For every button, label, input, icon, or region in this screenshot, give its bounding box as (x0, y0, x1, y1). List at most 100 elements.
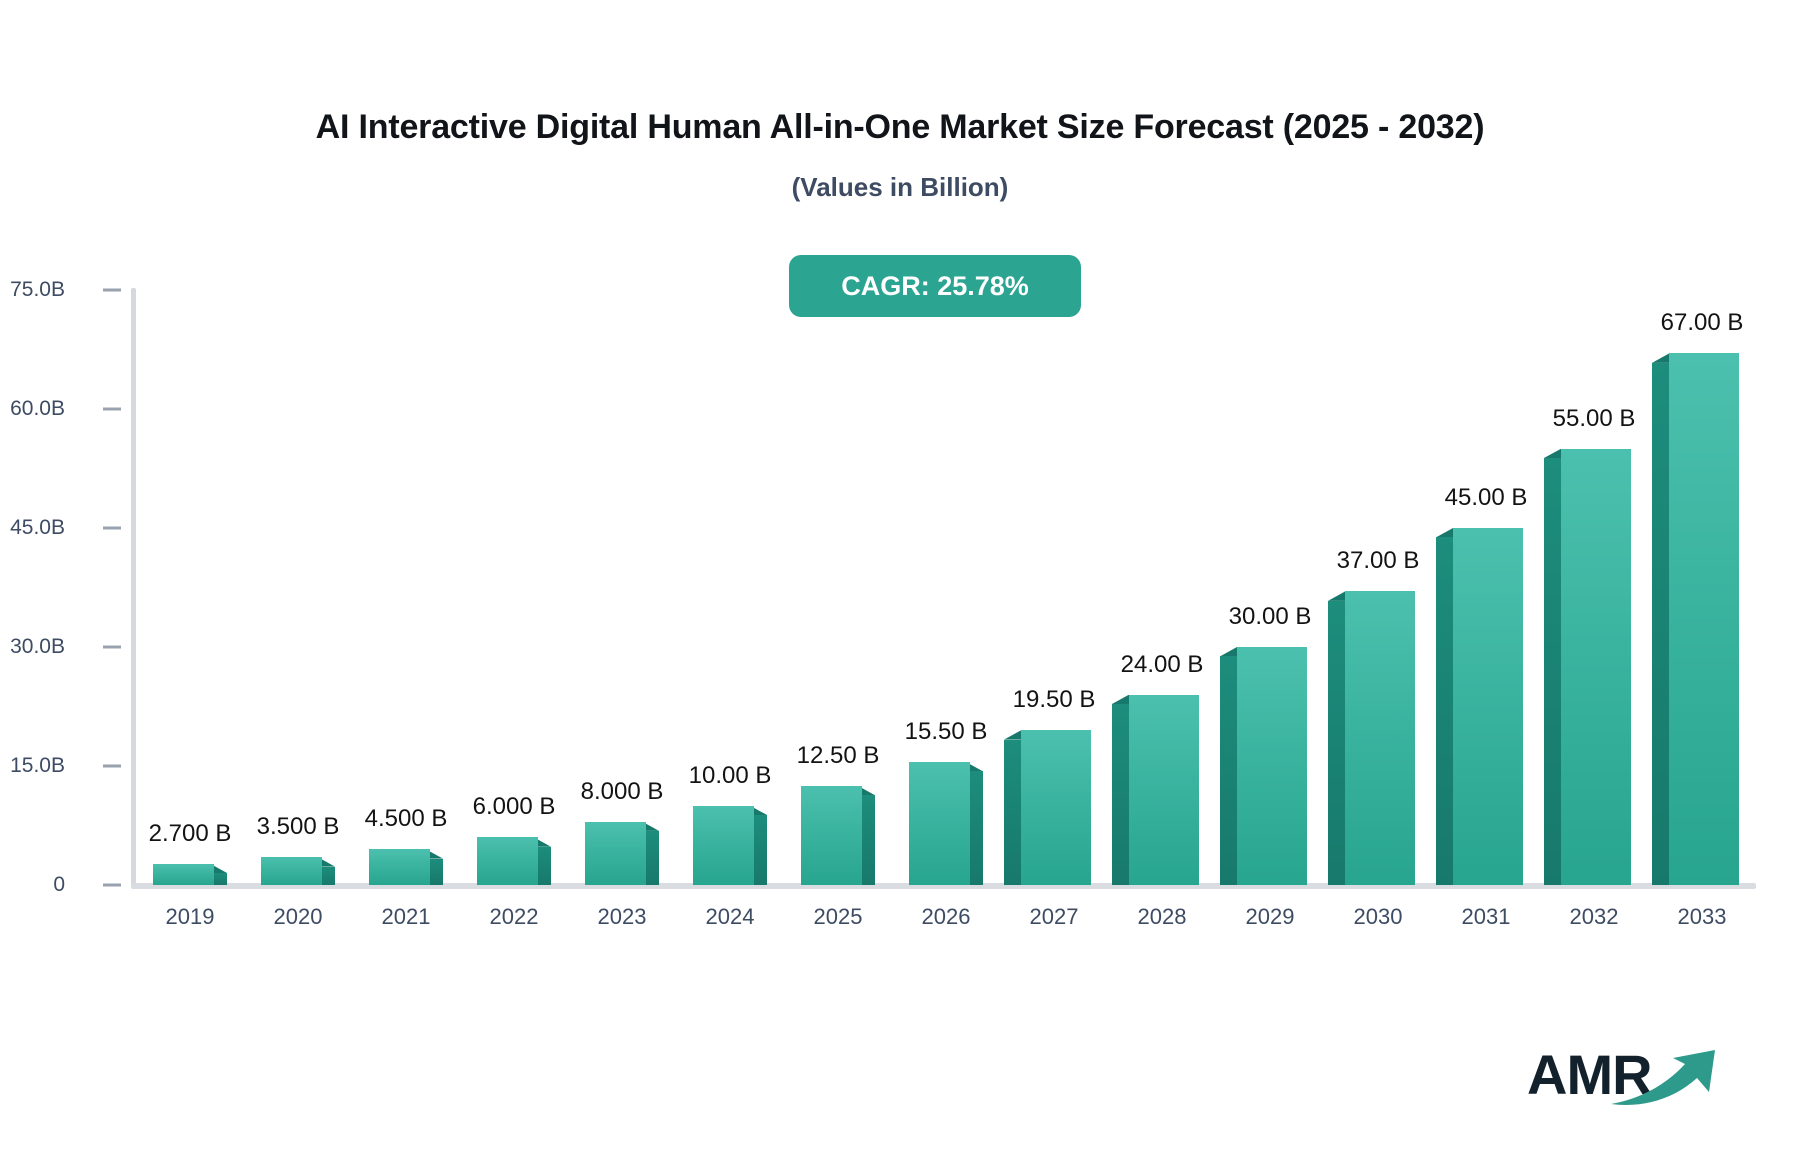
bar-front-face (1453, 528, 1523, 885)
bar-value-label: 3.500 B (256, 813, 340, 841)
bar[interactable] (1220, 647, 1307, 885)
x-axis-tick-label: 2024 (705, 904, 755, 929)
bar[interactable] (1112, 694, 1199, 885)
bar[interactable] (1004, 730, 1091, 885)
bar-top-face (1436, 528, 1453, 538)
page-title: AI Interactive Digital Human All-in-One … (315, 108, 1485, 146)
bar-side-face (210, 872, 227, 885)
bar-top-face (642, 821, 659, 831)
x-axis-tick-label: 2019 (165, 904, 215, 929)
bar-front-face (261, 857, 322, 885)
bar-front-face (1669, 353, 1739, 885)
x-axis-tick-label: 2033 (1677, 904, 1727, 929)
y-axis-tick-label: 30.0B (10, 635, 65, 658)
bar-value-label: 6.000 B (472, 793, 556, 821)
bar[interactable] (1652, 353, 1739, 885)
bar-value-label: 37.00 B (1336, 547, 1420, 575)
bar-value-label: 15.50 B (904, 718, 988, 746)
bar-top-face (318, 857, 335, 867)
y-axis-tick-label: 15.0B (10, 754, 65, 777)
amr-logo-text: AMR (1527, 1043, 1653, 1106)
bar-top-face (1652, 353, 1669, 363)
bar-front-face (1237, 647, 1307, 885)
bar-top-face (750, 805, 767, 816)
bar-value-label: 30.00 B (1228, 603, 1312, 630)
bar-value-label: 24.00 B (1120, 650, 1204, 678)
bar-front-face (369, 849, 430, 885)
bar-side-face (750, 815, 767, 885)
bar-side-face (858, 795, 875, 885)
bar-top-face (210, 863, 227, 873)
bar-side-face (318, 866, 335, 885)
bar-side-face (1436, 537, 1453, 885)
x-axis-tick-label: 2025 (813, 904, 863, 929)
bar-side-face (1112, 703, 1129, 885)
bar-front-face (1561, 448, 1631, 885)
y-axis-tick-label: 75.0B (10, 278, 65, 301)
x-axis-tick-label: 2023 (597, 904, 647, 929)
bar-value-label: 2.700 B (148, 819, 232, 847)
bar[interactable] (153, 863, 227, 885)
bar[interactable] (585, 821, 659, 885)
bar[interactable] (1436, 528, 1523, 885)
bar-side-face (1544, 458, 1561, 885)
bar[interactable] (909, 762, 983, 885)
bar[interactable] (801, 785, 875, 885)
bar-front-face (1129, 694, 1199, 885)
y-axis-tick-mark (103, 526, 121, 530)
y-axis-tick-mark (103, 407, 121, 411)
bar[interactable] (369, 849, 443, 885)
bar-top-face (1112, 694, 1129, 704)
bar-side-face (1004, 739, 1021, 885)
x-axis-tick-label: 2026 (921, 904, 971, 929)
y-axis-tick-label: 45.0B (10, 516, 65, 539)
bar[interactable] (261, 857, 335, 885)
bar-side-face (1652, 362, 1669, 885)
growth-arrow-icon (1611, 1050, 1715, 1105)
x-axis-tick-label: 2032 (1569, 904, 1619, 929)
bar[interactable] (1544, 448, 1631, 885)
bar-front-face (909, 762, 970, 885)
y-axis-tick-mark (103, 883, 121, 887)
bar-side-face (534, 846, 551, 885)
bar[interactable] (477, 837, 551, 885)
chart-subtitle: (Values in Billion) (791, 172, 1009, 202)
x-axis-tick-label: 2020 (273, 904, 323, 929)
y-axis-tick-label: 60.0B (10, 397, 65, 420)
cagr-badge-label: CAGR: 25.78% (841, 270, 1029, 301)
bar-front-face (153, 863, 214, 885)
x-axis-tick-label: 2031 (1461, 904, 1511, 929)
x-axis-tick-label: 2028 (1137, 904, 1187, 929)
bar-value-label: 8.000 B (580, 777, 664, 805)
x-axis-tick-label: 2030 (1353, 904, 1403, 929)
bar-side-face (642, 830, 659, 885)
bar-value-label: 67.00 B (1660, 309, 1744, 337)
y-axis-tick-mark (103, 764, 121, 768)
bar-value-label: 4.500 B (364, 805, 448, 833)
bar-front-face (477, 837, 538, 885)
bar-front-face (1021, 730, 1091, 885)
bar-side-face (966, 771, 983, 885)
x-axis-tick-label: 2021 (381, 904, 431, 929)
x-axis-tick-label: 2029 (1245, 904, 1295, 929)
bar-value-label: 19.50 B (1012, 686, 1096, 714)
x-axis-line (131, 883, 1756, 889)
bar-value-label: 10.00 B (688, 761, 772, 789)
bar-top-face (966, 762, 983, 772)
bar-value-label: 55.00 B (1552, 404, 1636, 432)
bar-side-face (1220, 656, 1237, 885)
bar-front-face (693, 805, 754, 885)
x-axis-tick-label: 2027 (1029, 904, 1079, 929)
y-axis-line (131, 288, 136, 888)
bar-front-face (1345, 591, 1415, 885)
cagr-badge: CAGR: 25.78% (789, 255, 1081, 317)
y-axis-tick-mark (103, 645, 121, 649)
bar-top-face (534, 837, 551, 847)
x-axis-tick-label: 2022 (489, 904, 539, 929)
bar[interactable] (693, 805, 767, 885)
bar-front-face (585, 821, 646, 885)
bar-top-face (1328, 591, 1345, 601)
bar[interactable] (1328, 591, 1415, 885)
